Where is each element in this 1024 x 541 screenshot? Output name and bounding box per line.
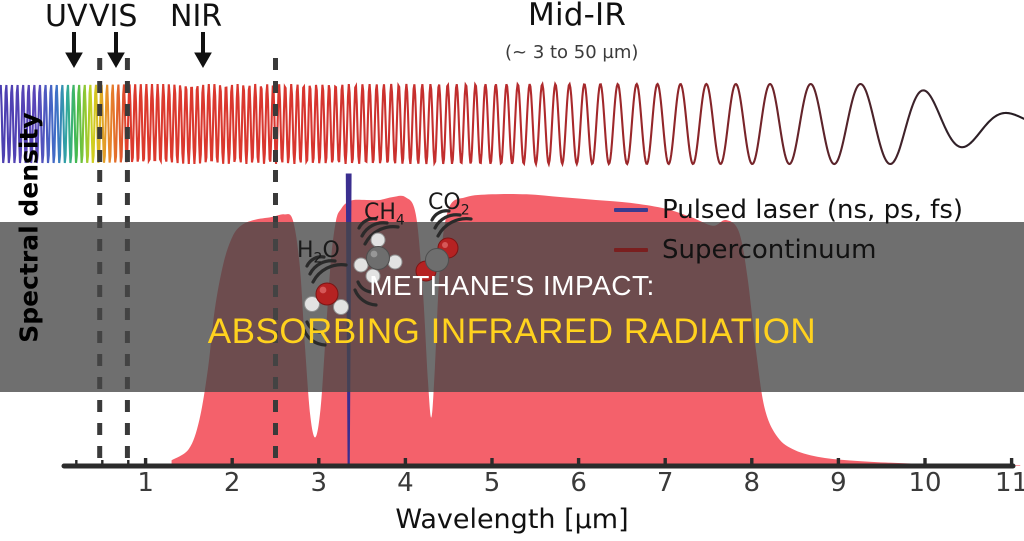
- molecule-label-h2o: H2O: [297, 238, 340, 267]
- caption-line-1: METHANE'S IMPACT:: [369, 270, 655, 301]
- x-tick-label: 9: [830, 468, 847, 498]
- x-tick-label: 3: [310, 468, 328, 498]
- down-arrow-uv: [65, 32, 83, 69]
- legend-swatch-pulsed-laser: [614, 208, 648, 212]
- x-tick-label: 1: [137, 468, 154, 498]
- legend-label-pulsed-laser: Pulsed laser (ns, ps, fs): [662, 195, 964, 225]
- y-axis-title: Spectral density: [14, 112, 44, 343]
- molecule-label-co2: CO2: [428, 190, 470, 219]
- band-label-midir: Mid-IR: [528, 0, 627, 33]
- legend-item-pulsed-laser: Pulsed laser (ns, ps, fs): [614, 190, 1014, 230]
- band-label-uv: UV: [45, 0, 88, 34]
- legend-swatch-supercontinuum: [614, 248, 648, 252]
- molecule-ch4: [353, 217, 403, 307]
- molecule-h2o: [302, 255, 349, 347]
- x-tick-label: 8: [743, 468, 761, 498]
- molecule-co2: [415, 209, 473, 282]
- caption-line-2: ABSORBING INFRARED RADIATION: [207, 312, 817, 351]
- molecule-illustrations: [302, 209, 473, 347]
- band-label-nir: NIR: [170, 0, 223, 34]
- x-axis-title: Wavelength [µm]: [395, 504, 629, 535]
- molecule-label-ch4: CH4: [364, 200, 405, 229]
- em-wave-illustration: [0, 81, 1024, 168]
- down-arrow-nir: [194, 32, 212, 69]
- x-tick-label: 2: [223, 468, 241, 498]
- band-label-midir-subtitle: (~ 3 to 50 µm): [505, 42, 639, 63]
- legend: Pulsed laser (ns, ps, fs) Supercontinuum: [614, 190, 1014, 270]
- legend-item-supercontinuum: Supercontinuum: [614, 230, 1014, 270]
- x-tick-label: 11: [995, 468, 1024, 498]
- down-arrow-vis: [107, 32, 125, 69]
- x-tick-label: 10: [908, 468, 942, 498]
- x-tick-label: 5: [483, 468, 501, 498]
- x-tick-label: 4: [397, 468, 414, 498]
- legend-label-supercontinuum: Supercontinuum: [662, 235, 877, 265]
- x-tick-label: 7: [656, 468, 674, 498]
- x-axis: [61, 458, 1016, 469]
- x-tick-label: 6: [570, 468, 587, 498]
- band-label-vis: VIS: [89, 0, 138, 34]
- x-axis-tick-labels: 1 2 3 4 5 6 7 8 9 10 11: [0, 470, 1024, 504]
- band-arrows: [65, 32, 212, 69]
